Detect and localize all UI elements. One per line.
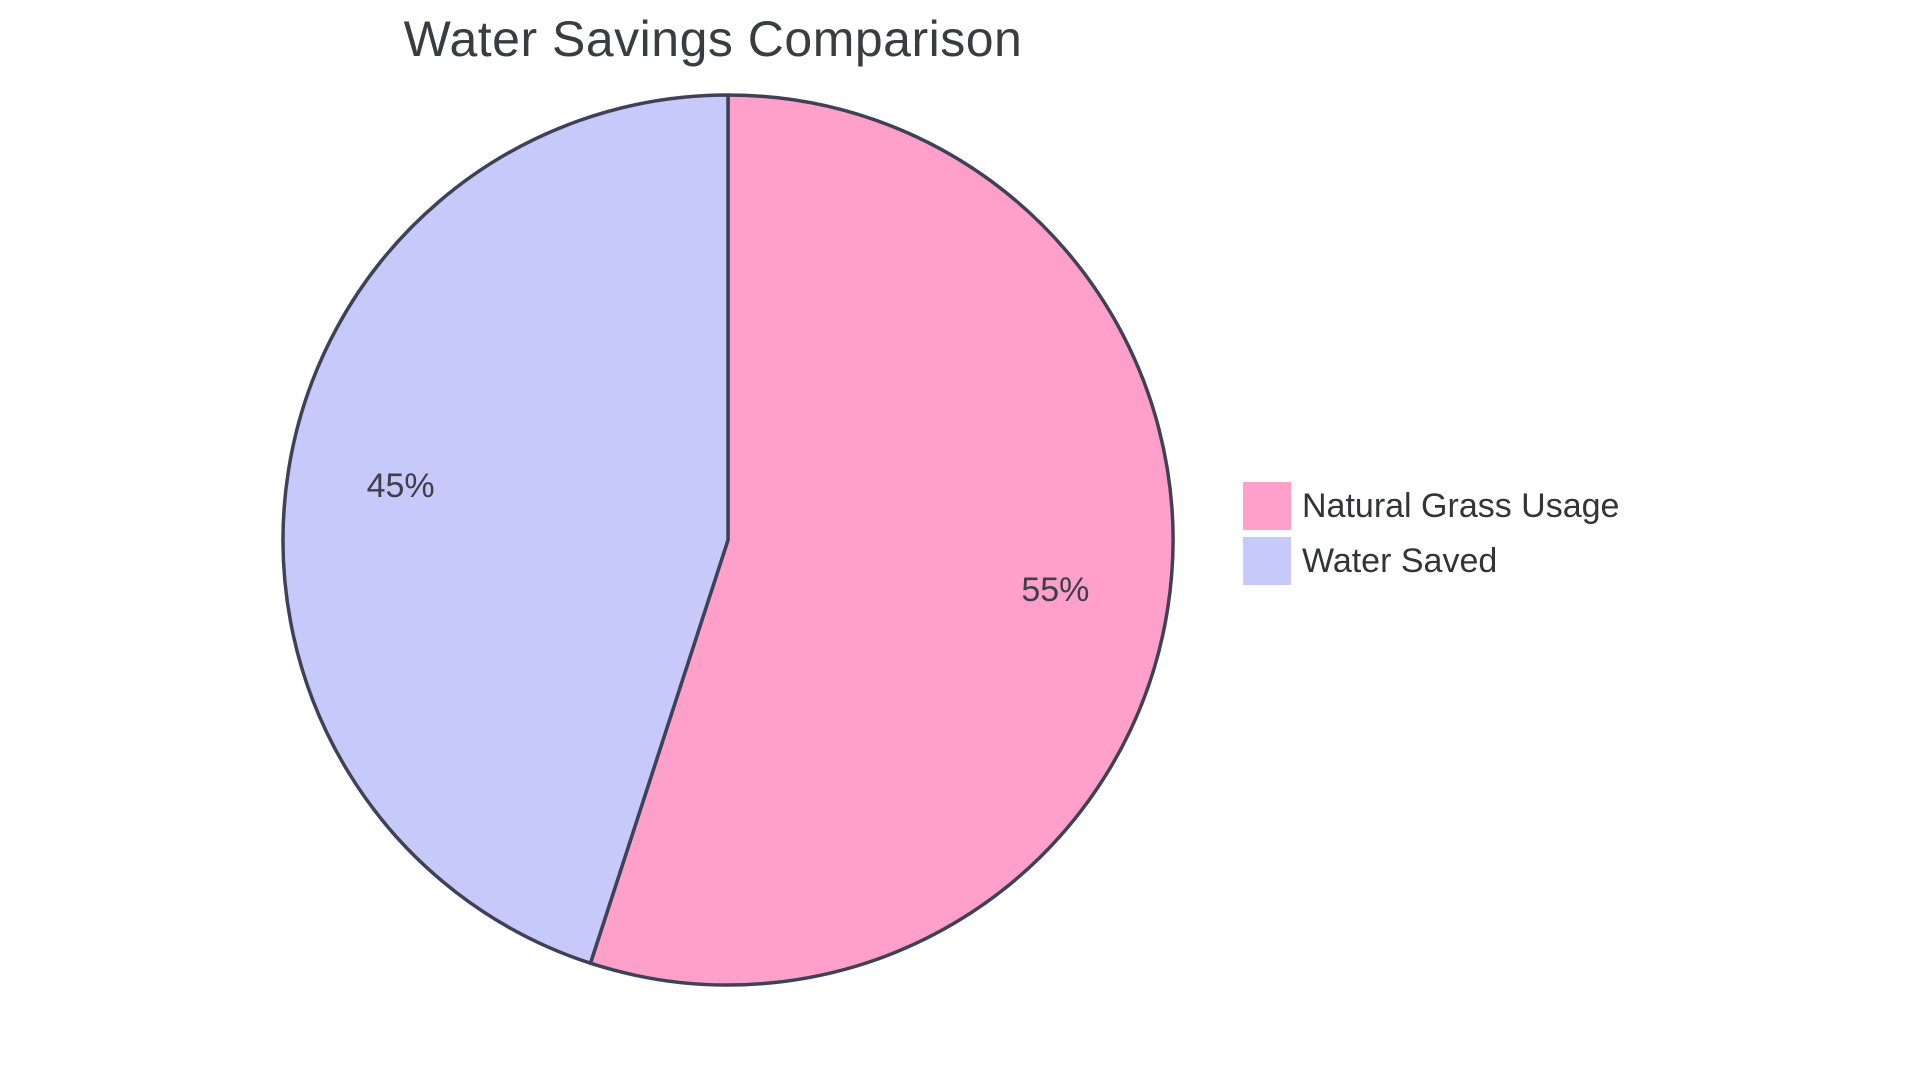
slice-percent-label-natural-grass-usage: 55% bbox=[1021, 571, 1089, 609]
legend: Natural Grass Usage Water Saved bbox=[1243, 482, 1619, 585]
legend-label-water-saved: Water Saved bbox=[1302, 541, 1498, 580]
chart-title: Water Savings Comparison bbox=[403, 11, 1023, 67]
legend-item-natural-grass-usage[interactable]: Natural Grass Usage bbox=[1243, 482, 1619, 530]
slice-percent-label-water-saved: 45% bbox=[367, 467, 435, 505]
legend-item-water-saved[interactable]: Water Saved bbox=[1243, 537, 1619, 585]
legend-swatch-water-saved bbox=[1243, 537, 1291, 585]
legend-label-natural-grass-usage: Natural Grass Usage bbox=[1302, 486, 1620, 525]
legend-swatch-natural-grass-usage bbox=[1243, 482, 1291, 530]
pie-slice-natural-grass-usage[interactable] bbox=[588, 93, 1175, 987]
pie-slice-water-saved[interactable] bbox=[281, 93, 730, 965]
